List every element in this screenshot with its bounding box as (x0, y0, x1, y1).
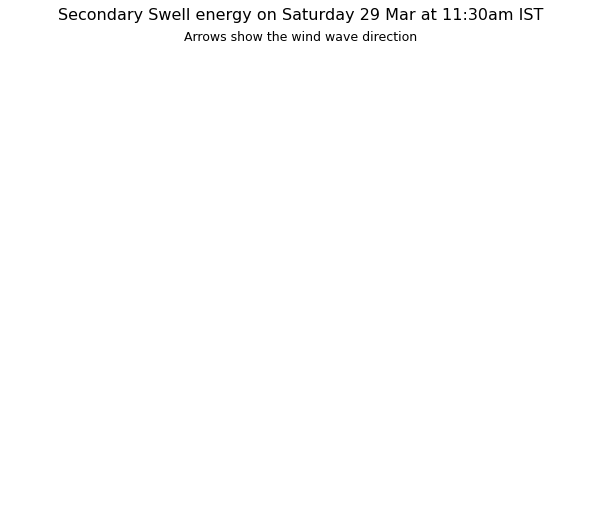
Text: Secondary Swell energy on Saturday 29 Mar at 11:30am IST: Secondary Swell energy on Saturday 29 Ma… (58, 8, 543, 23)
Text: Arrows show the wind wave direction: Arrows show the wind wave direction (184, 31, 417, 45)
